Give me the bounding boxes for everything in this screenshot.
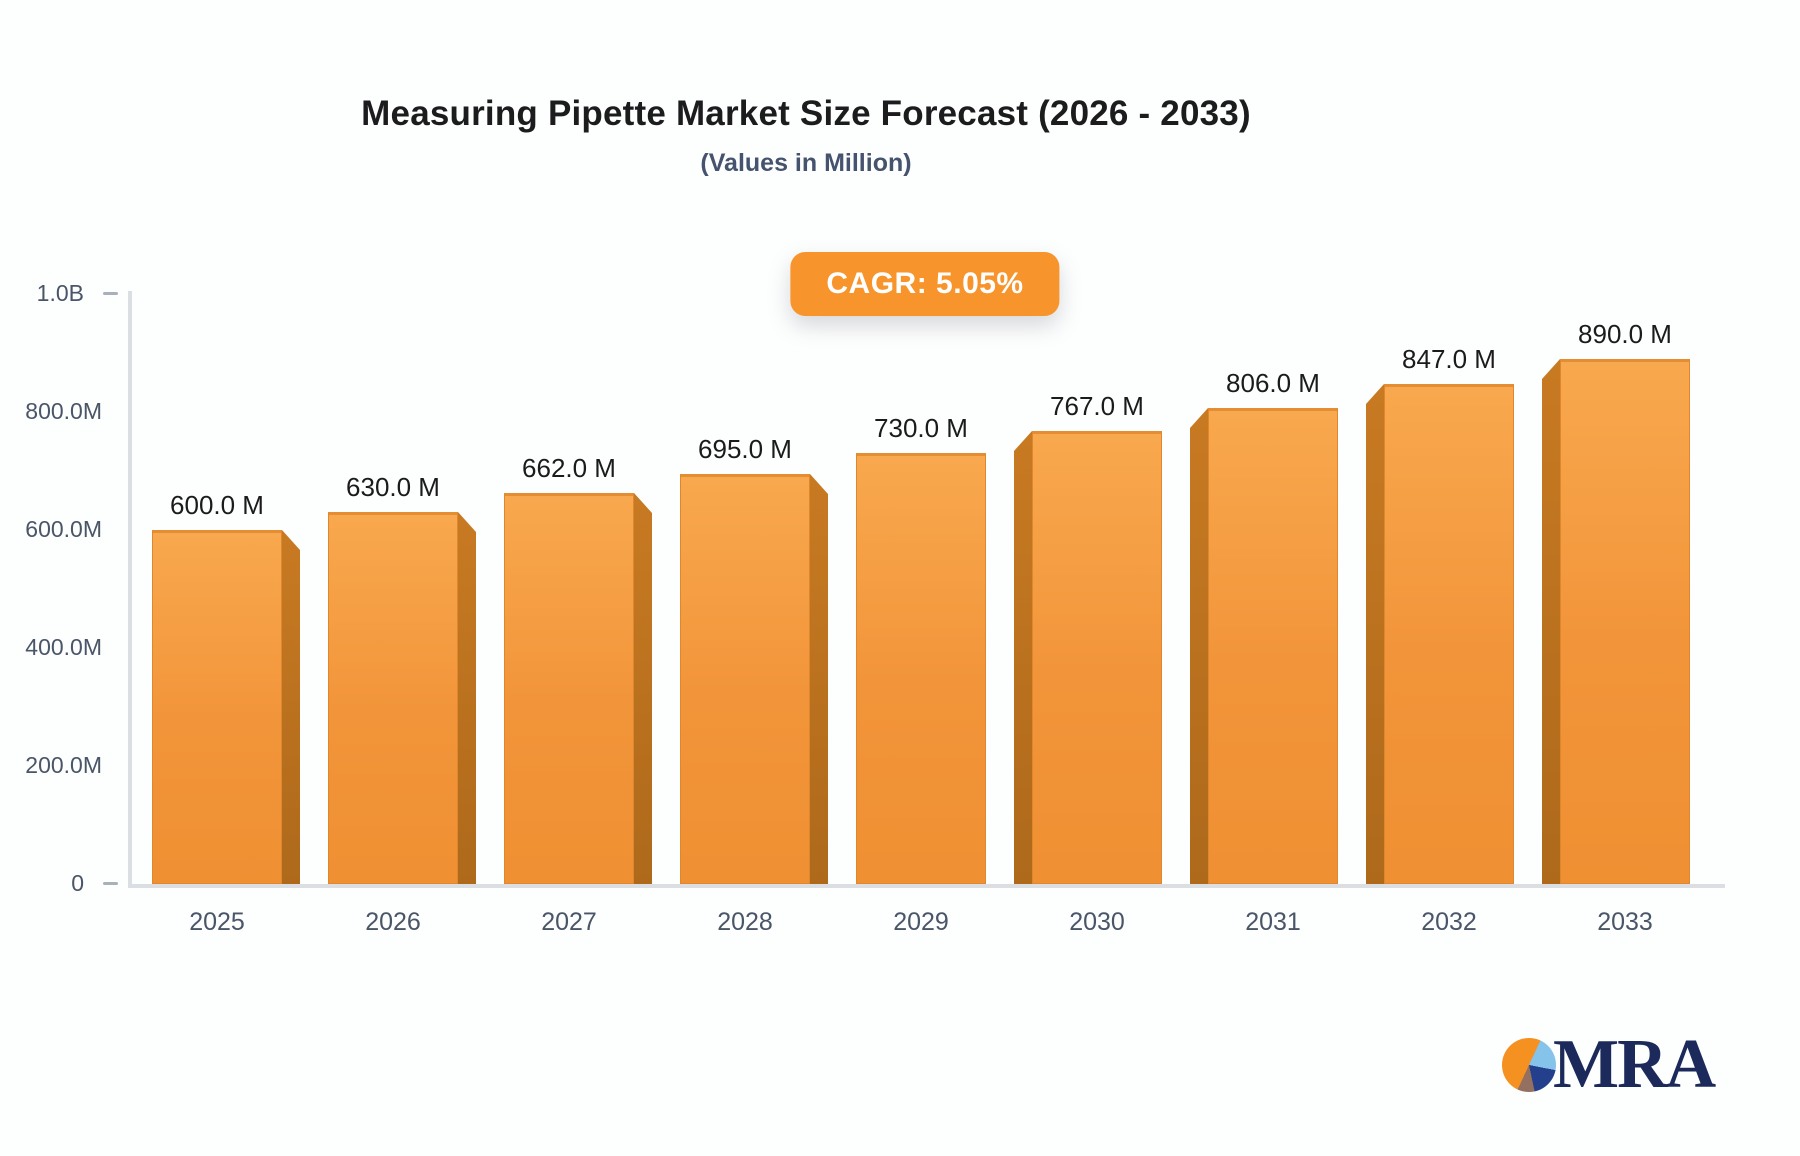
bar-value-label: 600.0 M [170, 490, 264, 520]
cagr-badge: CAGR: 5.05% [790, 252, 1060, 316]
bar-side-face [1014, 431, 1032, 884]
x-axis-label: 2025 [189, 908, 245, 936]
x-axis-label: 2028 [717, 908, 773, 936]
brand-logo: MRA [1502, 1026, 1716, 1103]
bar [152, 530, 282, 884]
bar-value-label: 806.0 M [1226, 368, 1320, 398]
y-axis-label: 0 [71, 870, 84, 896]
bar-side-face [1190, 408, 1208, 884]
y-axis-label: 400.0M [25, 634, 102, 660]
bar-value-label: 730.0 M [874, 413, 968, 443]
bar-side-face [634, 493, 652, 884]
bar-side-face [1366, 384, 1384, 884]
brand-logo-text: MRA [1553, 1026, 1716, 1103]
x-axis-label: 2027 [541, 908, 597, 936]
y-axis-tick [103, 882, 118, 885]
bar [504, 493, 634, 884]
y-axis-label: 800.0M [25, 398, 102, 424]
x-axis-label: 2026 [365, 908, 421, 936]
x-axis-label: 2032 [1421, 908, 1477, 936]
x-axis-label: 2029 [893, 908, 949, 936]
bar [1560, 359, 1690, 884]
bar [856, 453, 986, 884]
bar-side-face [810, 474, 828, 884]
x-axis-label: 2033 [1597, 908, 1653, 936]
y-axis-label: 200.0M [25, 752, 102, 778]
bar-value-label: 890.0 M [1578, 319, 1672, 349]
x-axis-label: 2031 [1245, 908, 1301, 936]
y-axis-label: 600.0M [25, 516, 102, 542]
bar [1208, 408, 1338, 884]
bar [1032, 431, 1162, 884]
bar-value-label: 630.0 M [346, 472, 440, 502]
y-axis-label: 1.0B [36, 280, 84, 306]
pie-chart-logo-icon [1502, 1038, 1556, 1092]
bar-value-label: 695.0 M [698, 434, 792, 464]
bar-side-face [458, 512, 476, 884]
x-axis-baseline [128, 884, 1725, 888]
bar [680, 474, 810, 884]
chart-title: Measuring Pipette Market Size Forecast (… [361, 94, 1251, 133]
bar-side-face [1542, 359, 1560, 884]
bar-value-label: 662.0 M [522, 453, 616, 483]
y-axis-tick [103, 292, 118, 295]
bar-value-label: 847.0 M [1402, 344, 1496, 374]
y-axis-line [128, 291, 132, 884]
bar [1384, 384, 1514, 884]
bar-side-face [282, 530, 300, 884]
bar [328, 512, 458, 884]
x-axis-label: 2030 [1069, 908, 1125, 936]
bar-value-label: 767.0 M [1050, 391, 1144, 421]
chart-subtitle: (Values in Million) [700, 149, 912, 177]
